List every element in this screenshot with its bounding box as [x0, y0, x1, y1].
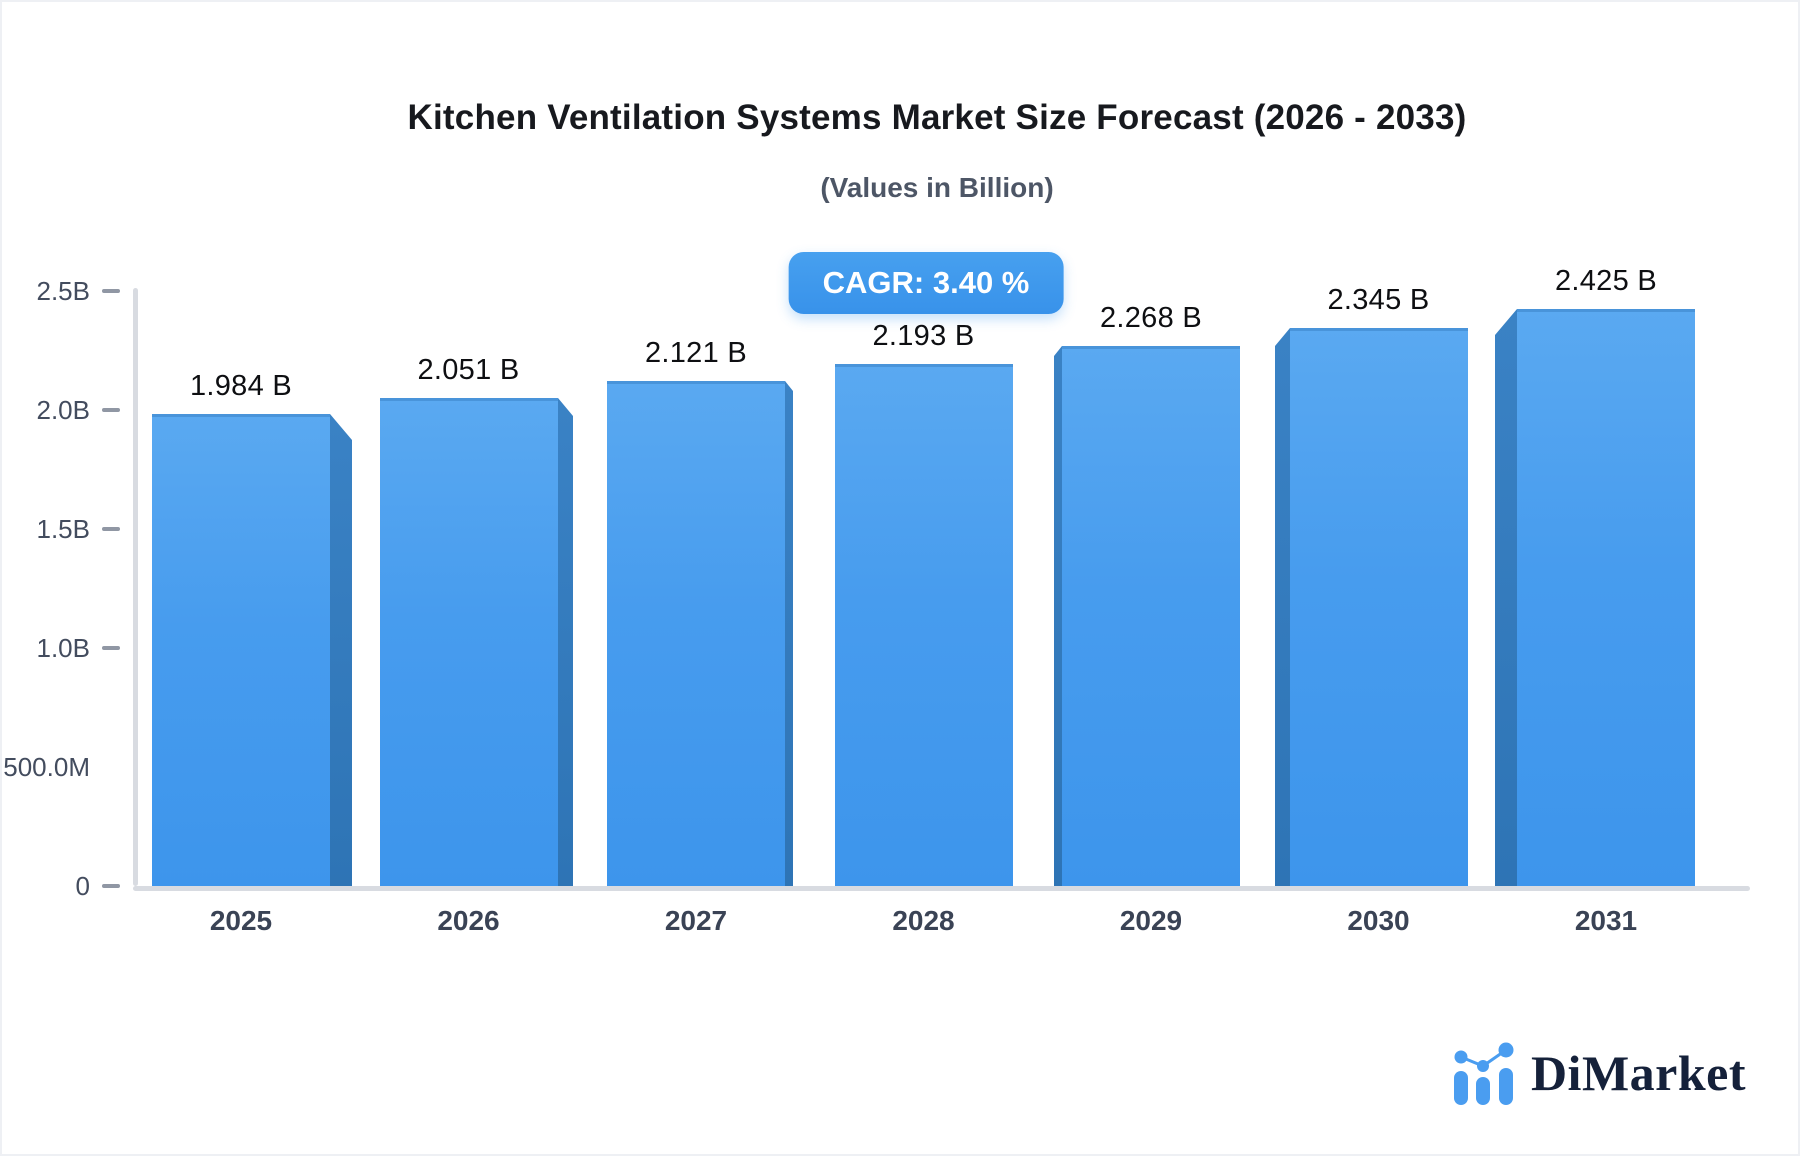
bar-value-label-2027: 2.121 B	[644, 337, 748, 369]
bar-2028	[835, 364, 1013, 886]
bar-value-label-2031: 2.425 B	[1554, 265, 1658, 297]
y-axis-tick-dash	[102, 527, 120, 531]
bar-side-2025	[330, 414, 352, 886]
bar-2026	[380, 398, 558, 886]
bar-side-2029	[1054, 346, 1062, 886]
bar-side-2027	[785, 381, 793, 886]
bar-2027	[607, 381, 785, 886]
y-axis-tick-label: 1.5B	[36, 514, 91, 544]
y-axis-line	[133, 288, 138, 886]
bar-value-label-2029: 2.268 B	[1099, 302, 1203, 334]
bar-side-2030	[1275, 328, 1290, 886]
y-axis-tick-label: 0	[75, 871, 90, 901]
brand-name: DiMarket	[1530, 1045, 1746, 1101]
bar-2030	[1290, 328, 1468, 886]
y-axis-tick-label: 2.5B	[36, 276, 91, 306]
bar-value-label-2028: 2.193 B	[872, 320, 975, 352]
x-axis-label-2028: 2028	[892, 905, 955, 936]
y-axis-tick-dash	[102, 289, 120, 293]
y-axis-tick-dash	[102, 408, 120, 412]
y-axis-tick-label: 1.0B	[36, 633, 91, 663]
x-axis-line	[133, 886, 1750, 891]
brand-logo: DiMarket	[1453, 1038, 1746, 1108]
bar-2029	[1062, 346, 1240, 886]
bar-side-2031	[1495, 309, 1517, 886]
y-axis-tick-label: 500.0M	[3, 752, 90, 782]
x-axis-label-2026: 2026	[437, 905, 500, 936]
bar-value-label-2030: 2.345 B	[1327, 284, 1430, 316]
y-axis-tick-dash	[102, 646, 120, 650]
mini-bar-line-chart-icon	[1453, 1040, 1517, 1106]
y-axis-tick-dash	[102, 884, 120, 888]
x-axis-label-2027: 2027	[664, 905, 728, 936]
bar-side-2026	[558, 398, 573, 886]
cagr-badge: CAGR: 3.40 %	[788, 252, 1064, 314]
chart-title: Kitchen Ventilation Systems Market Size …	[407, 98, 1467, 137]
y-axis-tick-label: 2.0B	[36, 395, 91, 425]
x-axis-label-2031: 2031	[1574, 905, 1638, 936]
bar-2031	[1517, 309, 1695, 886]
bar-2025	[152, 414, 330, 886]
x-axis-label-2025: 2025	[209, 905, 273, 936]
bar-value-label-2025: 1.984 B	[189, 370, 293, 402]
bar-value-label-2026: 2.051 B	[417, 354, 520, 386]
chart-subtitle: (Values in Billion)	[820, 172, 1054, 203]
x-axis-label-2030: 2030	[1347, 905, 1410, 936]
x-axis-label-2029: 2029	[1119, 905, 1183, 936]
